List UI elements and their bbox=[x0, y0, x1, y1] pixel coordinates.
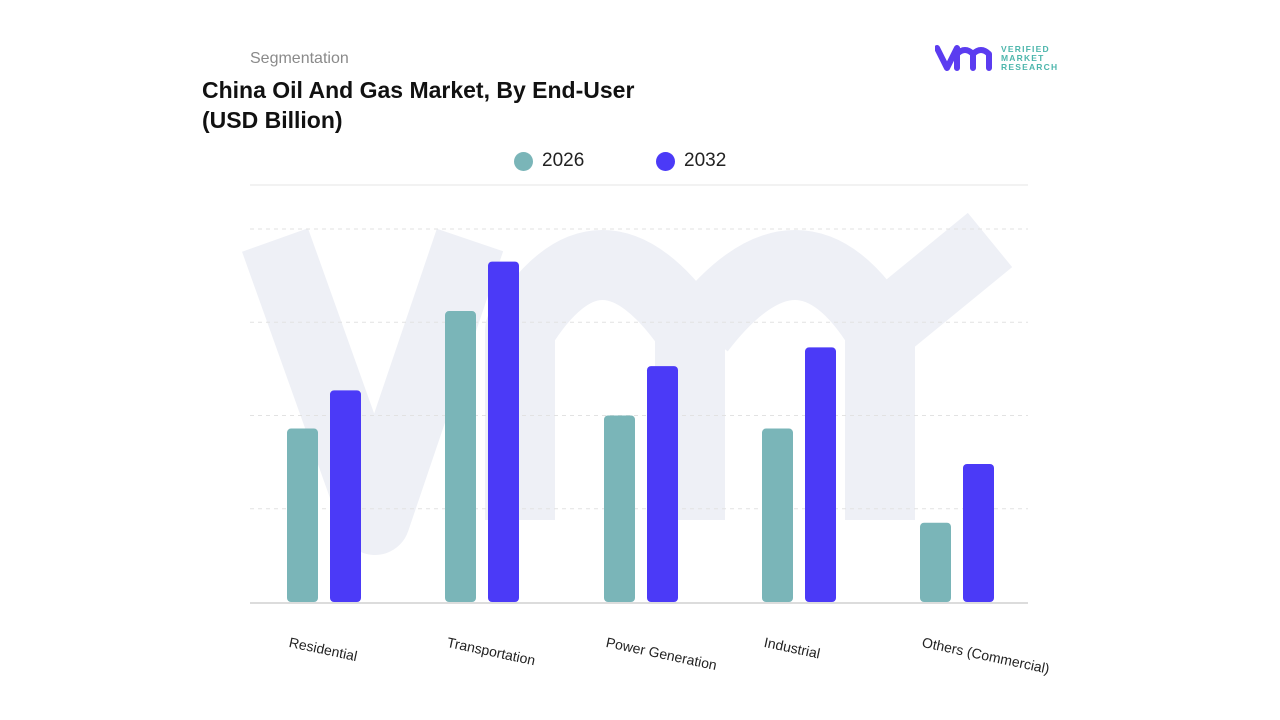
bar-2032-residential[interactable] bbox=[330, 390, 361, 602]
legend-swatch-icon bbox=[514, 151, 533, 171]
bar-2032-industrial[interactable] bbox=[805, 347, 836, 602]
bar-2026-transportation[interactable] bbox=[445, 311, 476, 602]
title-text: China Oil And Gas Market, By End-User bbox=[202, 77, 635, 103]
bar-2032-power-generation[interactable] bbox=[647, 366, 678, 602]
bar-2032-others-commercial-[interactable] bbox=[963, 463, 994, 602]
bar-2026-others-commercial-[interactable] bbox=[920, 522, 951, 602]
legend: 2026 2032 bbox=[0, 150, 1280, 174]
vmr-logo-icon bbox=[935, 45, 992, 71]
bar-2026-power-generation[interactable] bbox=[604, 415, 635, 603]
logo-text: VERIFIED MARKET RESEARCH bbox=[1001, 43, 1059, 72]
legend-item-2026[interactable]: 2026 bbox=[514, 150, 584, 172]
legend-item-2032[interactable]: 2032 bbox=[656, 150, 726, 172]
bar-2026-residential[interactable] bbox=[287, 428, 318, 602]
chart-title: China Oil And Gas Market, By End-User (U… bbox=[202, 75, 634, 135]
watermark-icon bbox=[242, 212, 1013, 555]
subtitle-text: (USD Billion) bbox=[202, 107, 343, 133]
legend-swatch-icon bbox=[656, 151, 675, 171]
legend-label: 2026 bbox=[542, 150, 585, 171]
segment-label: Segmentation bbox=[250, 50, 349, 67]
bar-2026-industrial[interactable] bbox=[762, 428, 793, 602]
legend-label: 2032 bbox=[684, 150, 727, 171]
logo-line: VERIFIED bbox=[1001, 43, 1050, 54]
logo-line: RESEARCH bbox=[1001, 61, 1059, 72]
logo-line: MARKET bbox=[1001, 52, 1045, 63]
bar-2032-transportation[interactable] bbox=[488, 261, 519, 602]
vmr-logo: VERIFIED MARKET RESEARCH bbox=[935, 44, 1058, 72]
